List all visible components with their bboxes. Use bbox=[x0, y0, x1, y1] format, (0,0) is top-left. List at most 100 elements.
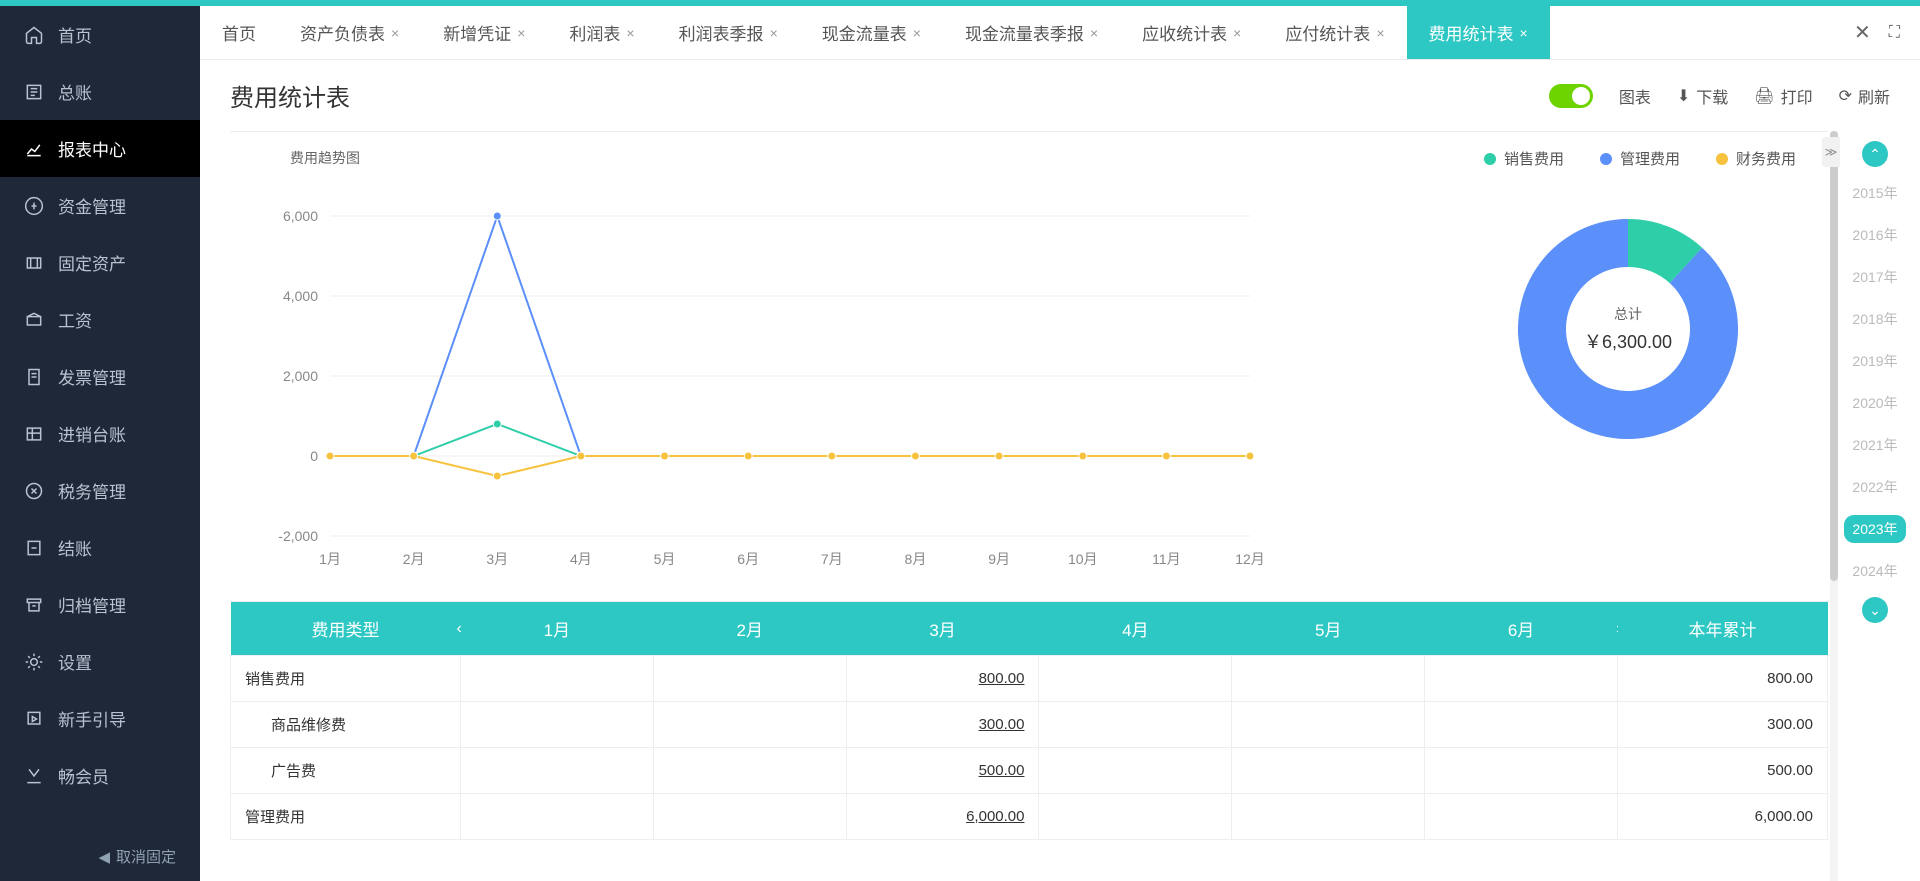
cell bbox=[1039, 656, 1232, 702]
cell bbox=[1039, 702, 1232, 748]
year-option[interactable]: 2017年 bbox=[1844, 263, 1905, 291]
tab-close-icon[interactable]: × bbox=[1090, 25, 1098, 41]
tab-close-icon[interactable]: × bbox=[770, 25, 778, 41]
tab-close-icon[interactable]: × bbox=[1520, 25, 1528, 41]
cell bbox=[1425, 794, 1618, 840]
tab-label: 现金流量表 bbox=[822, 20, 907, 45]
tab-4[interactable]: 利润表季报× bbox=[657, 6, 800, 59]
row-total: 800.00 bbox=[1618, 656, 1828, 702]
legend-item[interactable]: 销售费用 bbox=[1484, 148, 1564, 169]
sidebar-item-6[interactable]: 发票管理 bbox=[0, 348, 200, 405]
cell[interactable]: 500.00 bbox=[846, 748, 1039, 794]
cell[interactable]: 6,000.00 bbox=[846, 794, 1039, 840]
year-option[interactable]: 2022年 bbox=[1844, 473, 1905, 501]
refresh-button[interactable]: ⟳ 刷新 bbox=[1839, 84, 1890, 108]
legend-label: 财务费用 bbox=[1736, 148, 1796, 169]
svg-text:2月: 2月 bbox=[403, 551, 425, 567]
year-option[interactable]: 2015年 bbox=[1844, 179, 1905, 207]
sidebar-label: 结账 bbox=[58, 535, 92, 560]
cell bbox=[1425, 748, 1618, 794]
tab-0[interactable]: 首页 bbox=[200, 6, 278, 59]
svg-text:8月: 8月 bbox=[905, 551, 927, 567]
chart-toggle[interactable] bbox=[1549, 84, 1593, 108]
sidebar-item-1[interactable]: 总账 bbox=[0, 63, 200, 120]
tab-close-icon[interactable]: × bbox=[1376, 25, 1384, 41]
chart-legend: 销售费用 管理费用 财务费用 bbox=[1448, 148, 1808, 169]
tab-close-icon[interactable]: × bbox=[1233, 25, 1241, 41]
sidebar-item-8[interactable]: 税务管理 bbox=[0, 462, 200, 519]
year-option[interactable]: 2019年 bbox=[1844, 347, 1905, 375]
sidebar-item-0[interactable]: 首页 bbox=[0, 6, 200, 63]
vip-icon bbox=[24, 766, 44, 786]
legend-dot-icon bbox=[1484, 153, 1496, 165]
year-option[interactable]: 2024年 bbox=[1844, 557, 1905, 585]
tab-close-icon[interactable]: × bbox=[626, 25, 634, 41]
sidebar-label: 报表中心 bbox=[58, 136, 126, 161]
scrollbar[interactable] bbox=[1830, 131, 1838, 881]
sidebar-item-2[interactable]: 报表中心 bbox=[0, 120, 200, 177]
sidebar-item-4[interactable]: 固定资产 bbox=[0, 234, 200, 291]
tab-3[interactable]: 利润表× bbox=[547, 6, 656, 59]
tab-8[interactable]: 应付统计表× bbox=[1263, 6, 1406, 59]
year-option[interactable]: 2016年 bbox=[1844, 221, 1905, 249]
sidebar-unpin[interactable]: ◀ 取消固定 bbox=[0, 832, 200, 881]
sidebar-item-3[interactable]: 资金管理 bbox=[0, 177, 200, 234]
legend-label: 管理费用 bbox=[1620, 148, 1680, 169]
tax-icon bbox=[24, 481, 44, 501]
tab-2[interactable]: 新增凭证× bbox=[421, 6, 547, 59]
year-option[interactable]: 2020年 bbox=[1844, 389, 1905, 417]
svg-text:3月: 3月 bbox=[486, 551, 508, 567]
sidebar-item-10[interactable]: 归档管理 bbox=[0, 576, 200, 633]
sidebar-label: 畅会员 bbox=[58, 763, 109, 788]
year-up-button[interactable]: ⌃ bbox=[1862, 141, 1888, 167]
tab-1[interactable]: 资产负债表× bbox=[278, 6, 421, 59]
sidebar-item-12[interactable]: 新手引导 bbox=[0, 690, 200, 747]
year-option[interactable]: 2021年 bbox=[1844, 431, 1905, 459]
row-total: 500.00 bbox=[1618, 748, 1828, 794]
sidebar-item-9[interactable]: 结账 bbox=[0, 519, 200, 576]
sidebar-label: 新手引导 bbox=[58, 706, 126, 731]
cell bbox=[461, 702, 654, 748]
svg-text:10月: 10月 bbox=[1068, 551, 1098, 567]
legend-item[interactable]: 管理费用 bbox=[1600, 148, 1680, 169]
table-row: 商品维修费300.00300.00 bbox=[231, 702, 1828, 748]
inventory-icon bbox=[24, 424, 44, 444]
sidebar-item-7[interactable]: 进销台账 bbox=[0, 405, 200, 462]
table-header: 3月 bbox=[846, 602, 1039, 656]
month-prev-icon[interactable]: ‹ bbox=[457, 620, 462, 638]
ledger-icon bbox=[24, 82, 44, 102]
tab-label: 现金流量表季报 bbox=[965, 20, 1084, 45]
donut-center-label: 总计 bbox=[1584, 304, 1672, 324]
tab-7[interactable]: 应收统计表× bbox=[1120, 6, 1263, 59]
tab-close-icon[interactable]: × bbox=[517, 25, 525, 41]
year-down-button[interactable]: ⌄ bbox=[1862, 597, 1888, 623]
sidebar-item-13[interactable]: 畅会员 bbox=[0, 747, 200, 804]
tab-6[interactable]: 现金流量表季报 × bbox=[943, 6, 1120, 59]
sidebar-item-11[interactable]: 设置 bbox=[0, 633, 200, 690]
close-all-icon[interactable]: ✕ bbox=[1854, 20, 1871, 45]
tab-9[interactable]: 费用统计表× bbox=[1407, 6, 1550, 59]
table-row: 广告费500.00500.00 bbox=[231, 748, 1828, 794]
svg-text:4,000: 4,000 bbox=[283, 288, 318, 304]
settings-icon bbox=[24, 652, 44, 672]
cell[interactable]: 800.00 bbox=[846, 656, 1039, 702]
tab-close-icon[interactable]: × bbox=[913, 25, 921, 41]
page-title: 费用统计表 bbox=[230, 78, 350, 113]
tab-close-icon[interactable]: × bbox=[391, 25, 399, 41]
download-button[interactable]: ⬇ 下载 bbox=[1677, 84, 1728, 108]
print-button[interactable]: 🖨 打印 bbox=[1754, 84, 1812, 108]
table-header: 1月‹ bbox=[461, 602, 654, 656]
sidebar-item-5[interactable]: 工资 bbox=[0, 291, 200, 348]
rail-collapse-icon[interactable]: ≫ bbox=[1822, 137, 1840, 167]
year-option[interactable]: 2023年 bbox=[1844, 515, 1905, 543]
year-option[interactable]: 2018年 bbox=[1844, 305, 1905, 333]
row-total: 300.00 bbox=[1618, 702, 1828, 748]
cell[interactable]: 300.00 bbox=[846, 702, 1039, 748]
sidebar-label: 首页 bbox=[58, 22, 92, 47]
tab-5[interactable]: 现金流量表 × bbox=[800, 6, 943, 59]
fullscreen-icon[interactable]: ⛶ bbox=[1889, 24, 1900, 42]
line-chart: 费用趋势图 -2,00002,0004,0006,0001月2月3月4月5月6月… bbox=[250, 148, 1418, 581]
legend-item[interactable]: 财务费用 bbox=[1716, 148, 1796, 169]
svg-text:2,000: 2,000 bbox=[283, 368, 318, 384]
legend-label: 销售费用 bbox=[1504, 148, 1564, 169]
